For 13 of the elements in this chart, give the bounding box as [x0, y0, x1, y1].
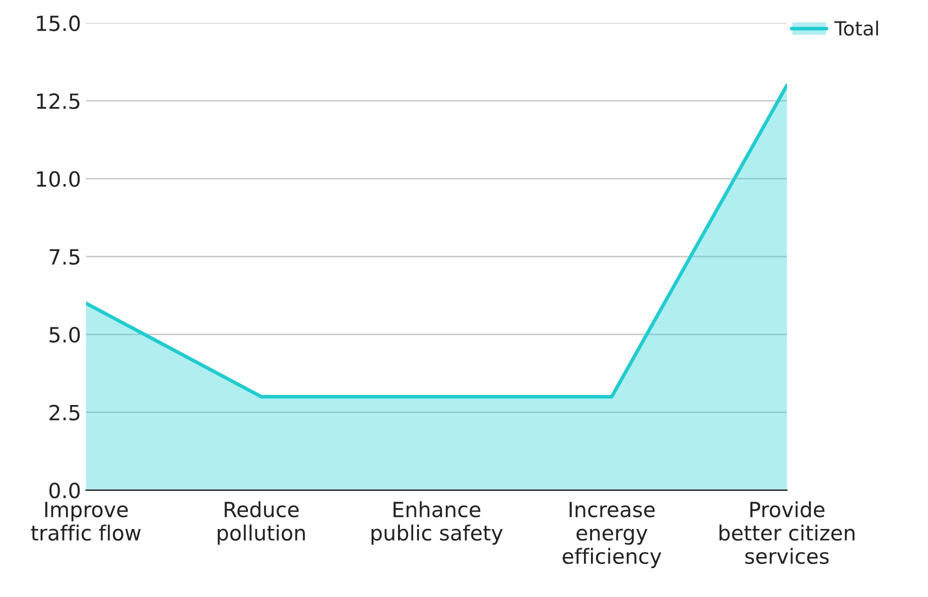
- y-tick-label: 7.5: [50, 249, 80, 265]
- y-tick-label: 5.0: [50, 326, 80, 343]
- y-tick-label: 2.5: [50, 404, 80, 420]
- y-tick-label: 12.5: [37, 93, 80, 110]
- x-tick-label: Increase energy efficiency: [562, 502, 662, 568]
- y-tick-label: 10.0: [37, 171, 80, 187]
- x-tick-label: Provide better citizen services: [720, 501, 854, 564]
- x-tick-label: Reduce pollution: [218, 501, 305, 545]
- x-tick-label: Enhance public safety: [372, 501, 503, 545]
- y-tick-label: 15.0: [37, 15, 80, 32]
- x-tick-label: Improve traffic flow: [31, 502, 141, 541]
- legend-label: Total: [834, 20, 878, 36]
- y-tick-label: 0.0: [49, 482, 80, 498]
